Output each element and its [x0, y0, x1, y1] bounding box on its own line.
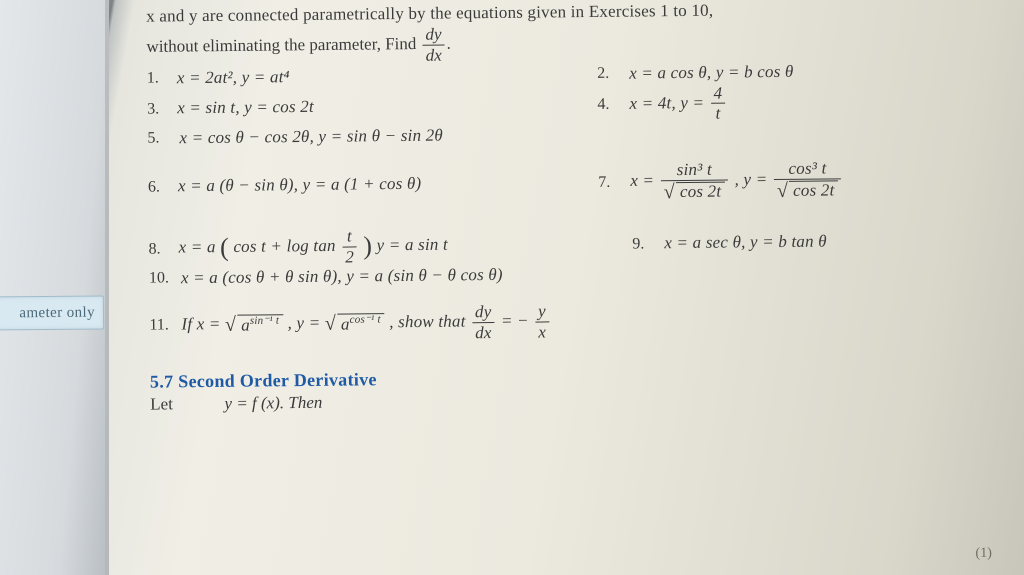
frac-den: dx	[423, 45, 445, 64]
exercise-number: 2.	[597, 63, 619, 85]
exercise-eq: x = a (θ − sin θ), y = a (1 + cos θ)	[178, 173, 422, 198]
paren-icon: )	[363, 231, 372, 260]
textbook-photo: ameter only x and y are connected parame…	[0, 0, 1024, 575]
sqrt-icon: √ cos 2t	[777, 181, 839, 202]
fraction-dy-dx: dy dx	[472, 303, 495, 342]
exercise-number: 9.	[632, 233, 654, 255]
fraction-icon: t 2	[342, 228, 357, 267]
sqrt-icon: √ cos 2t	[664, 182, 726, 203]
exercise-number: 5.	[147, 130, 169, 148]
side-tab-label: ameter only	[19, 304, 95, 322]
sqrt-icon: √ asin⁻¹ t	[225, 314, 283, 336]
exercise-number: 3.	[147, 98, 169, 120]
sqrt-icon: √ acos⁻¹ t	[325, 313, 385, 335]
exercise-row: 6. x = a (θ − sin θ), y = a (1 + cos θ) …	[148, 158, 982, 208]
exercise-number: 1.	[147, 68, 169, 90]
exercise-row: 11. If x = √ asin⁻¹ t , y = √ acos⁻¹ t	[149, 298, 983, 345]
exercise-eq: x = a cos θ, y = b cos θ	[629, 60, 794, 85]
exercise-eq: x = a ( cos t + log tan t 2 ) y = a sin …	[178, 227, 448, 269]
exercise-number: 6.	[148, 176, 170, 198]
exercise-eq: x = a (cos θ + θ sin θ), y = a (sin θ − …	[181, 265, 503, 288]
adjacent-page-edge: ameter only	[0, 0, 109, 575]
intro-line-2-prefix: without eliminating the parameter, Find	[146, 34, 420, 56]
exercise-eq: If x = √ asin⁻¹ t , y = √ acos⁻¹ t , sho…	[181, 302, 551, 345]
fraction-dy-dx: dy dx	[422, 25, 444, 64]
paren-icon: (	[220, 233, 229, 262]
exercise-number: 4.	[597, 94, 619, 116]
fraction-icon: cos³ t √ cos 2t	[774, 160, 842, 202]
page-number: (1)	[975, 546, 991, 562]
exercise-eq: x = sin³ t √ cos 2t , y =	[630, 160, 843, 203]
fraction-icon: y x	[535, 302, 549, 341]
side-tab: ameter only	[0, 296, 104, 331]
exercise-eq: x = sin t, y = cos 2t	[177, 96, 314, 120]
exercise-number: 11.	[149, 317, 171, 335]
exercise-eq: x = cos θ − cos 2θ, y = sin θ − sin 2θ	[179, 126, 443, 149]
fraction-icon: 4 t	[710, 84, 725, 123]
exercise-eq: x = 2at², y = at⁴	[177, 66, 290, 90]
exercise-eq: x = a sec θ, y = b tan θ	[664, 231, 827, 256]
exercise-eq: x = 4t, y = 4 t	[629, 84, 727, 124]
exercise-number: 10.	[149, 269, 171, 287]
frac-num: dy	[422, 25, 444, 44]
page-content: x and y are connected parametrically by …	[110, 0, 1024, 575]
exercise-number: 8.	[148, 238, 170, 260]
exercise-number: 7.	[598, 172, 620, 194]
fraction-icon: sin³ t √ cos 2t	[660, 161, 728, 203]
